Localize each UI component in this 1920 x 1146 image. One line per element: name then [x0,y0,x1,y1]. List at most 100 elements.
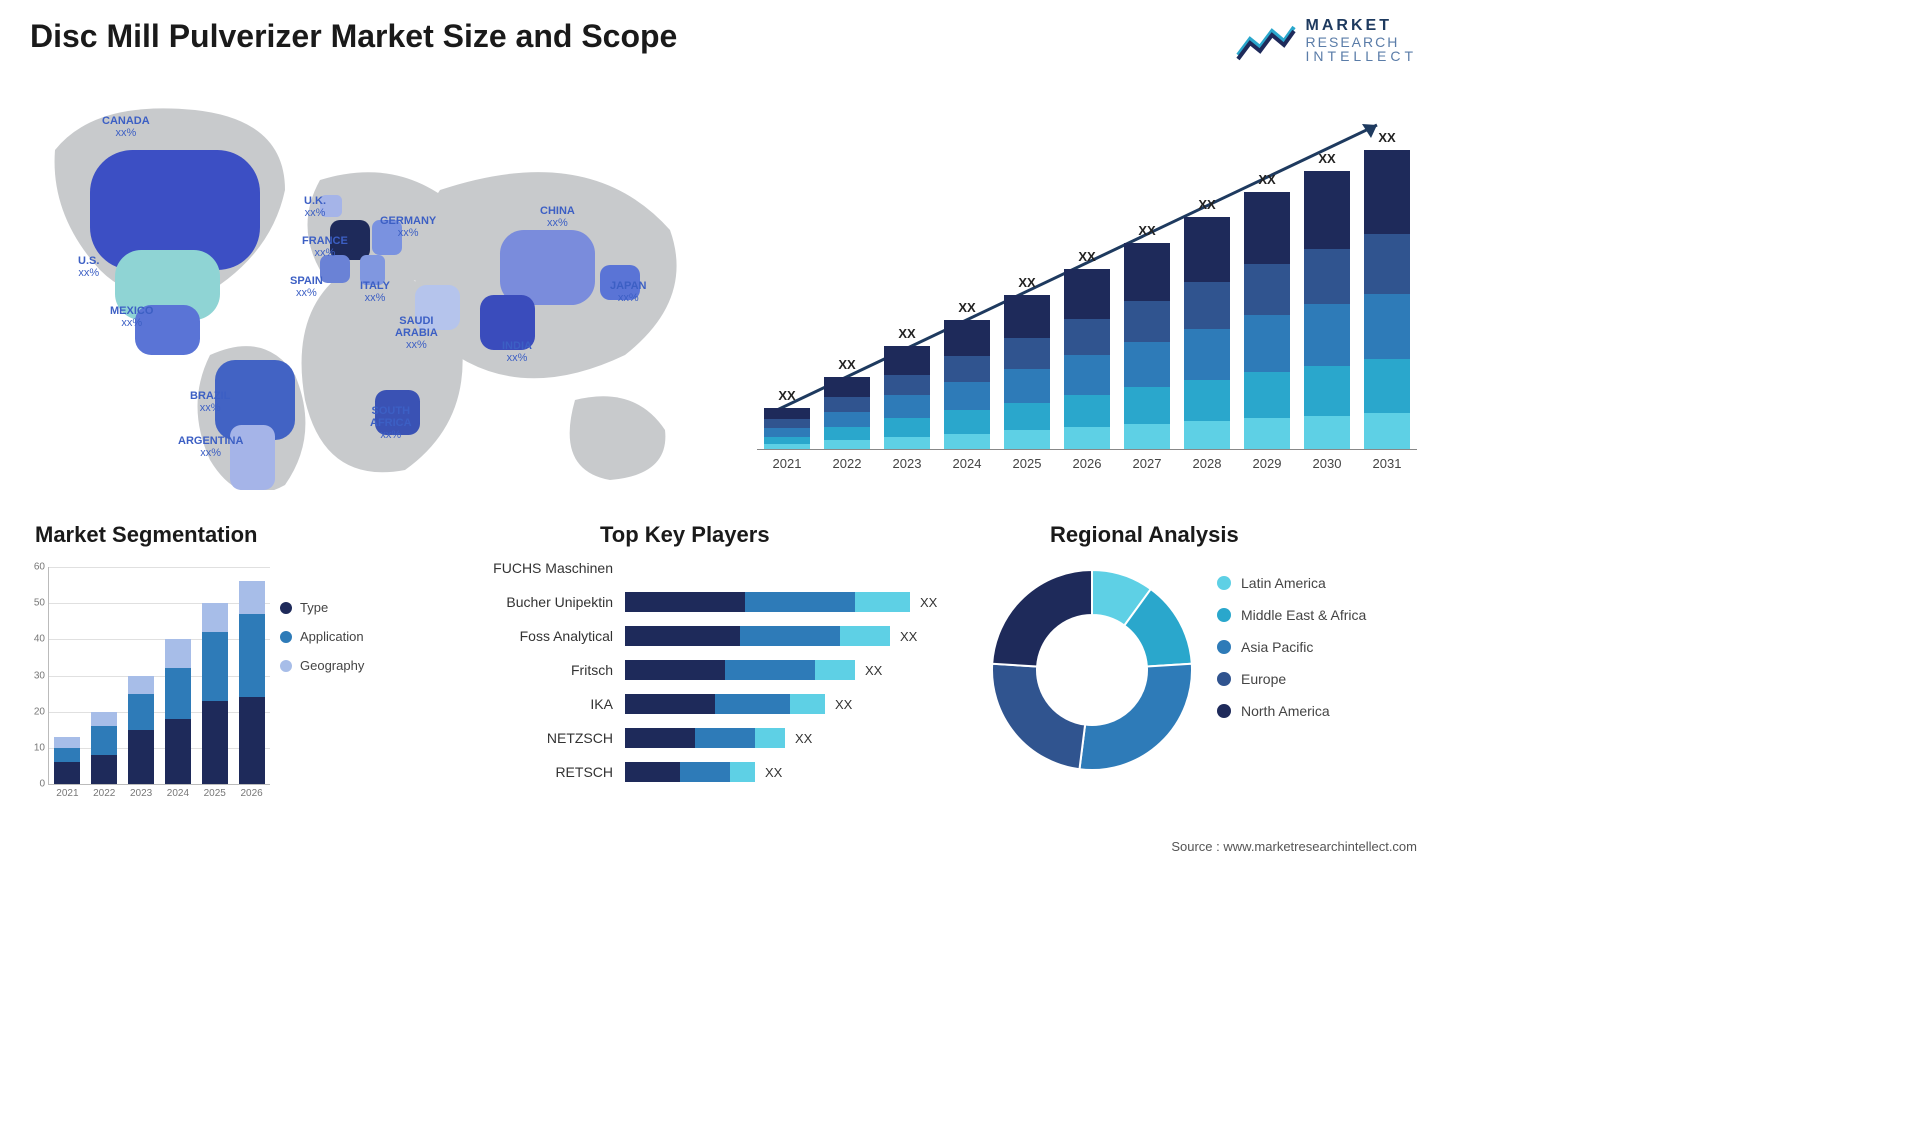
regional-header: Regional Analysis [1050,522,1239,548]
bar-value-label: XX [1258,172,1275,187]
player-row: FUCHS Maschinen [470,555,960,581]
year-label: 2030 [1313,456,1342,471]
player-name: Fritsch [470,662,625,678]
segmentation-legend: Type Application Geography [280,600,364,687]
legend-item: Application [280,629,364,644]
forecast-bar: XX [1304,171,1350,449]
map-label: CANADAxx% [102,115,150,139]
seg-bar [239,581,265,784]
forecast-bar: XX [1064,269,1110,449]
year-label: 2029 [1253,456,1282,471]
seg-bar [54,737,80,784]
brand-logo: MARKET RESEARCH INTELLECT [1236,18,1417,64]
players-header: Top Key Players [600,522,770,548]
forecast-bar: XX [944,320,990,449]
bar-value-label: XX [1078,249,1095,264]
main-forecast-chart: XX 2021 XX 2022 XX 2023 XX 2024 XX 2025 XX 2026 XX 20… [737,80,1417,480]
year-label: 2026 [1073,456,1102,471]
player-name: NETZSCH [470,730,625,746]
map-label: FRANCExx% [302,235,348,259]
player-row: NETZSCH XX [470,725,960,751]
map-label: GERMANYxx% [380,215,436,239]
player-bar [625,592,910,612]
regional-chart: Latin America Middle East & Africa Asia Pa… [987,555,1417,815]
logo-mark-icon [1236,21,1296,61]
players-chart: FUCHS MaschinenBucher UnipektinXXFoss An… [470,555,960,815]
map-label: MEXICOxx% [110,305,153,329]
year-label: 2025 [1013,456,1042,471]
source-text: Source : www.marketresearchintellect.com [1171,839,1417,854]
bar-value-label: XX [838,357,855,372]
legend-item: Latin America [1217,575,1366,591]
forecast-bar: XX [884,346,930,449]
player-name: Foss Analytical [470,628,625,644]
seg-bar [202,603,228,784]
forecast-bar: XX [1004,295,1050,450]
player-name: IKA [470,696,625,712]
world-map: CANADAxx%U.S.xx%MEXICOxx%BRAZILxx%ARGENT… [20,80,710,490]
logo-text-1: MARKET [1306,18,1417,35]
player-name: RETSCH [470,764,625,780]
bar-value-label: XX [1378,130,1395,145]
forecast-bar: XX [1184,217,1230,449]
year-label: 2028 [1193,456,1222,471]
player-row: Bucher Unipektin XX [470,589,960,615]
year-label: 2027 [1133,456,1162,471]
year-label: 2031 [1373,456,1402,471]
map-label: ARGENTINAxx% [178,435,243,459]
map-label: ITALYxx% [360,280,390,304]
map-label: SPAINxx% [290,275,323,299]
player-name: FUCHS Maschinen [470,560,625,576]
donut-chart [987,565,1197,775]
player-value: XX [835,697,852,712]
player-bar [625,660,855,680]
map-label: INDIAxx% [502,340,532,364]
legend-item: Geography [280,658,364,673]
year-label: 2023 [893,456,922,471]
player-row: Fritsch XX [470,657,960,683]
map-label: JAPANxx% [610,280,646,304]
year-label: 2021 [773,456,802,471]
player-name: Bucher Unipektin [470,594,625,610]
forecast-bar: XX [1124,243,1170,449]
map-label: BRAZILxx% [190,390,230,414]
page-title: Disc Mill Pulverizer Market Size and Sco… [30,18,677,55]
forecast-bar: XX [764,408,810,449]
player-row: RETSCHXX [470,759,960,785]
bar-value-label: XX [778,388,795,403]
map-label: SAUDIARABIAxx% [395,315,438,351]
legend-item: Middle East & Africa [1217,607,1366,623]
forecast-bar: XX [1244,192,1290,450]
forecast-bar: XX [1364,150,1410,449]
player-value: XX [795,731,812,746]
seg-bar [165,639,191,784]
player-row: IKA XX [470,691,960,717]
legend-item: North America [1217,703,1366,719]
bar-value-label: XX [958,300,975,315]
seg-bar [91,712,117,784]
player-row: Foss Analytical XX [470,623,960,649]
regional-legend: Latin America Middle East & Africa Asia Pa… [1217,575,1366,735]
seg-bar [128,676,154,784]
logo-text-2: RESEARCH [1306,35,1417,50]
bar-value-label: XX [1198,197,1215,212]
map-label: SOUTHAFRICAxx% [370,405,412,441]
bar-value-label: XX [1318,151,1335,166]
player-value: XX [920,595,937,610]
bar-value-label: XX [1138,223,1155,238]
year-label: 2024 [953,456,982,471]
player-value: XX [865,663,882,678]
year-label: 2022 [833,456,862,471]
legend-item: Type [280,600,364,615]
segmentation-header: Market Segmentation [35,522,258,548]
bar-value-label: XX [1018,275,1035,290]
legend-item: Asia Pacific [1217,639,1366,655]
player-value: XX [900,629,917,644]
logo-text-3: INTELLECT [1306,49,1417,64]
player-bar [625,728,785,748]
map-label: U.K.xx% [304,195,326,219]
legend-item: Europe [1217,671,1366,687]
forecast-bar: XX [824,377,870,449]
player-bar [625,762,755,782]
segmentation-chart: 0102030405060202120222023202420252026 Ty… [20,555,420,815]
